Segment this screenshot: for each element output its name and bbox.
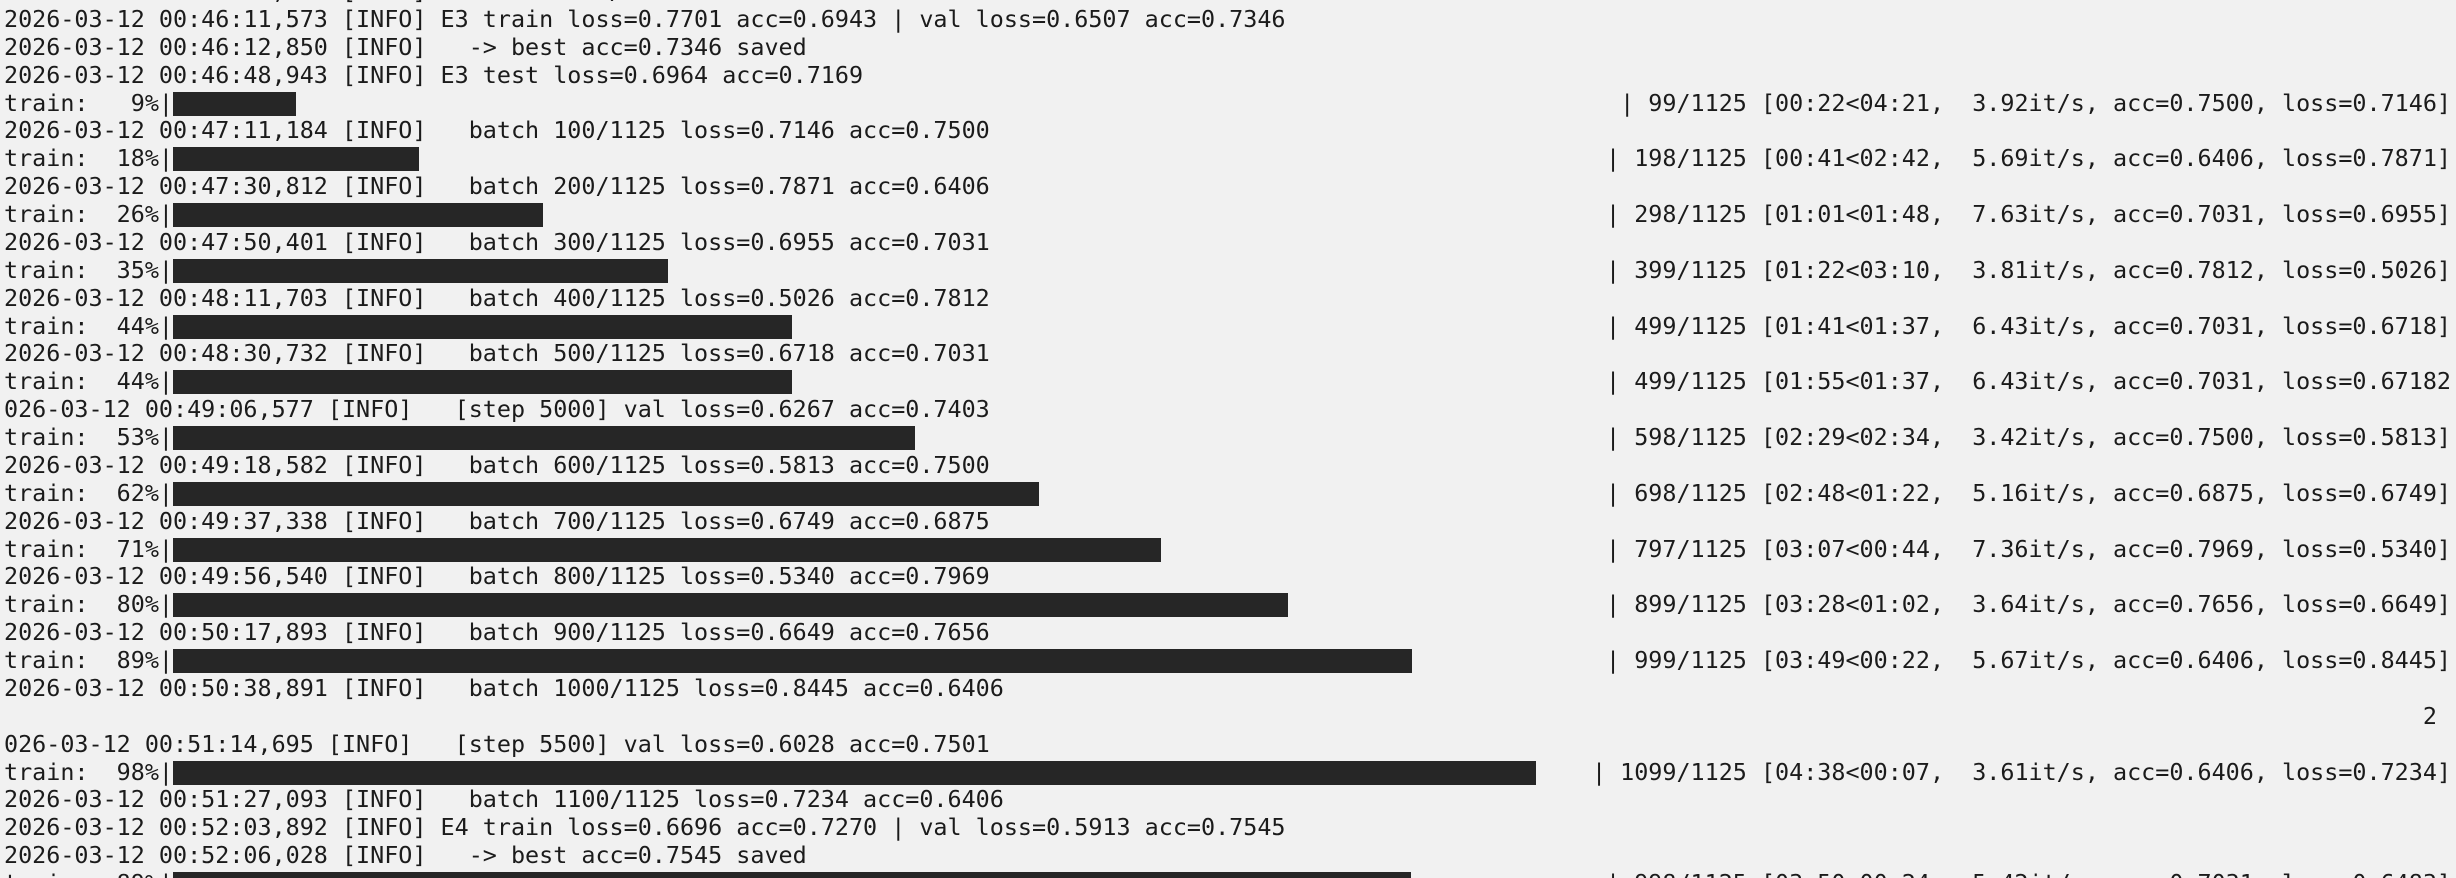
progress-stats: | 998/1125 [03:50<00:24, 5.42it/s, acc=0… — [1606, 869, 2451, 878]
train-progress-line: train: 62%| | 698/1125 [02:48<01:22, 5.16… — [0, 478, 2456, 508]
log-line: 2026-03-12 00:52:03,892 [INFO] E4 train … — [4, 813, 1286, 842]
progress-label: train: 71%| — [4, 534, 173, 563]
train-progress-line: train: 26%| | 298/1125 [01:01<01:48, 7.63… — [0, 200, 2456, 229]
progress-stats: | 99/1125 [00:22<04:21, 3.92it/s, acc=0.… — [1620, 88, 2451, 117]
log-line: 2026-03-12 00:47:11,184 [INFO] batch 100… — [4, 116, 990, 145]
progress-stats: | 899/1125 [03:28<01:02, 3.64it/s, acc=0… — [1606, 590, 2451, 619]
progress-bar-fill — [173, 760, 1536, 785]
train-progress-line: train: 89%| | 999/1125 [03:49<00:22, 5.67… — [0, 646, 2456, 675]
progress-stats: | 598/1125 [02:29<02:34, 3.42it/s, acc=0… — [1606, 423, 2451, 451]
log-line: 2026-03-12 00:47:30,812 [INFO] batch 200… — [4, 172, 990, 201]
progress-stats: | 698/1125 [02:48<01:22, 5.16it/s, acc=0… — [1606, 478, 2451, 507]
progress-label: train: 89%| — [4, 869, 173, 878]
train-progress-line: train: 35%| | 399/1125 [01:22<03:10, 3.81… — [0, 255, 2456, 285]
progress-bar-fill — [173, 258, 668, 283]
progress-bar-fill — [173, 147, 419, 172]
progress-bar-fill — [173, 649, 1412, 673]
progress-bar-fill — [173, 593, 1288, 618]
progress-label: train: 62%| — [4, 478, 173, 507]
progress-bar-fill — [173, 537, 1161, 562]
progress-label: train: 26%| — [4, 200, 173, 228]
train-progress-line: train: 80%| | 899/1125 [03:28<01:02, 3.64… — [0, 590, 2456, 619]
progress-label: train: 18%| — [4, 144, 173, 173]
log-line: 2026-03-12 00:49:37,338 [INFO] batch 700… — [4, 506, 990, 535]
log-line: 2026-03-12 00:46:02,154 [INFO] batch 110… — [0, 0, 2456, 6]
train-progress-line: train: 89%| | 998/1125 [03:50<00:24, 5.42… — [0, 869, 2456, 878]
train-progress-line: train: 71%| | 797/1125 [03:07<00:44, 7.36… — [0, 534, 2456, 564]
wrapped-char: 2 — [2422, 701, 2437, 730]
log-line: 2026-03-12 00:46:12,850 [INFO] -> best a… — [4, 32, 807, 61]
log-line: 2026-03-12 00:48:11,703 [INFO] batch 400… — [4, 283, 990, 312]
progress-bar-fill — [173, 481, 1039, 506]
log-line: 026-03-12 00:49:06,577 [INFO] [step 5000… — [4, 395, 990, 424]
log-line: 2026-03-12 00:47:50,401 [INFO] batch 300… — [4, 227, 990, 256]
log-line: 2026-03-12 00:46:48,943 [INFO] E3 test l… — [4, 60, 864, 89]
train-progress-line: train: 18%| | 198/1125 [00:41<02:42, 5.69… — [0, 144, 2456, 173]
progress-stats: | 198/1125 [00:41<02:42, 5.69it/s, acc=0… — [1606, 144, 2451, 173]
train-progress-line: train: 53%| | 598/1125 [02:29<02:34, 3.42… — [0, 423, 2456, 452]
train-progress-line: train: 44%| | 499/1125 [01:41<01:37, 6.43… — [0, 311, 2456, 341]
log-line: 2026-03-12 00:46:11,573 [INFO] E3 train … — [4, 4, 1286, 33]
progress-label: train: 35%| — [4, 255, 173, 284]
log-line: 2026-03-12 00:52:06,028 [INFO] -> best a… — [4, 841, 807, 870]
progress-bar-fill — [173, 370, 792, 395]
progress-stats: | 1099/1125 [04:38<00:07, 3.61it/s, acc=… — [1591, 757, 2451, 786]
log-line: 2026-03-12 00:48:30,732 [INFO] batch 500… — [4, 339, 990, 368]
progress-label: train: 89%| — [4, 646, 173, 674]
progress-label: train: 9%| — [4, 88, 173, 117]
progress-label: train: 80%| — [4, 590, 173, 619]
progress-stats: | 999/1125 [03:49<00:22, 5.67it/s, acc=0… — [1606, 646, 2451, 674]
progress-stats: | 499/1125 [01:55<01:37, 6.43it/s, acc=0… — [1606, 367, 2451, 396]
log-line: 026-03-12 00:51:14,695 [INFO] [step 5500… — [4, 729, 990, 758]
progress-label: train: 53%| — [4, 423, 173, 451]
log-line: 2026-03-12 00:51:27,093 [INFO] batch 110… — [4, 785, 1004, 814]
log-line: 2026-03-12 00:49:18,582 [INFO] batch 600… — [4, 450, 990, 479]
progress-stats: | 399/1125 [01:22<03:10, 3.81it/s, acc=0… — [1606, 255, 2451, 284]
train-progress-line: train: 98%| | 1099/1125 [04:38<00:07, 3.6… — [0, 757, 2456, 787]
progress-bar-fill — [173, 426, 915, 450]
blank-line: 2 — [0, 701, 2456, 731]
progress-stats: | 499/1125 [01:41<01:37, 6.43it/s, acc=0… — [1606, 311, 2451, 340]
train-progress-line: train: 9%| | 99/1125 [00:22<04:21, 3.92it… — [0, 88, 2456, 118]
progress-stats: | 298/1125 [01:01<01:48, 7.63it/s, acc=0… — [1606, 200, 2451, 228]
progress-stats: | 797/1125 [03:07<00:44, 7.36it/s, acc=0… — [1606, 534, 2451, 563]
log-line: 2026-03-12 00:49:56,540 [INFO] batch 800… — [4, 562, 990, 591]
progress-bar-fill — [173, 91, 296, 116]
progress-label: train: 44%| — [4, 311, 173, 340]
log-line: 2026-03-12 00:50:38,891 [INFO] batch 100… — [4, 673, 1004, 702]
progress-bar-fill — [173, 314, 792, 339]
progress-label: train: 44%| — [4, 367, 173, 396]
progress-label: train: 98%| — [4, 757, 173, 786]
progress-bar-fill — [173, 203, 543, 227]
progress-bar-fill — [173, 872, 1411, 878]
log-line: 2026-03-12 00:50:17,893 [INFO] batch 900… — [4, 618, 990, 647]
train-progress-line: train: 44%| | 499/1125 [01:55<01:37, 6.43… — [0, 367, 2456, 396]
